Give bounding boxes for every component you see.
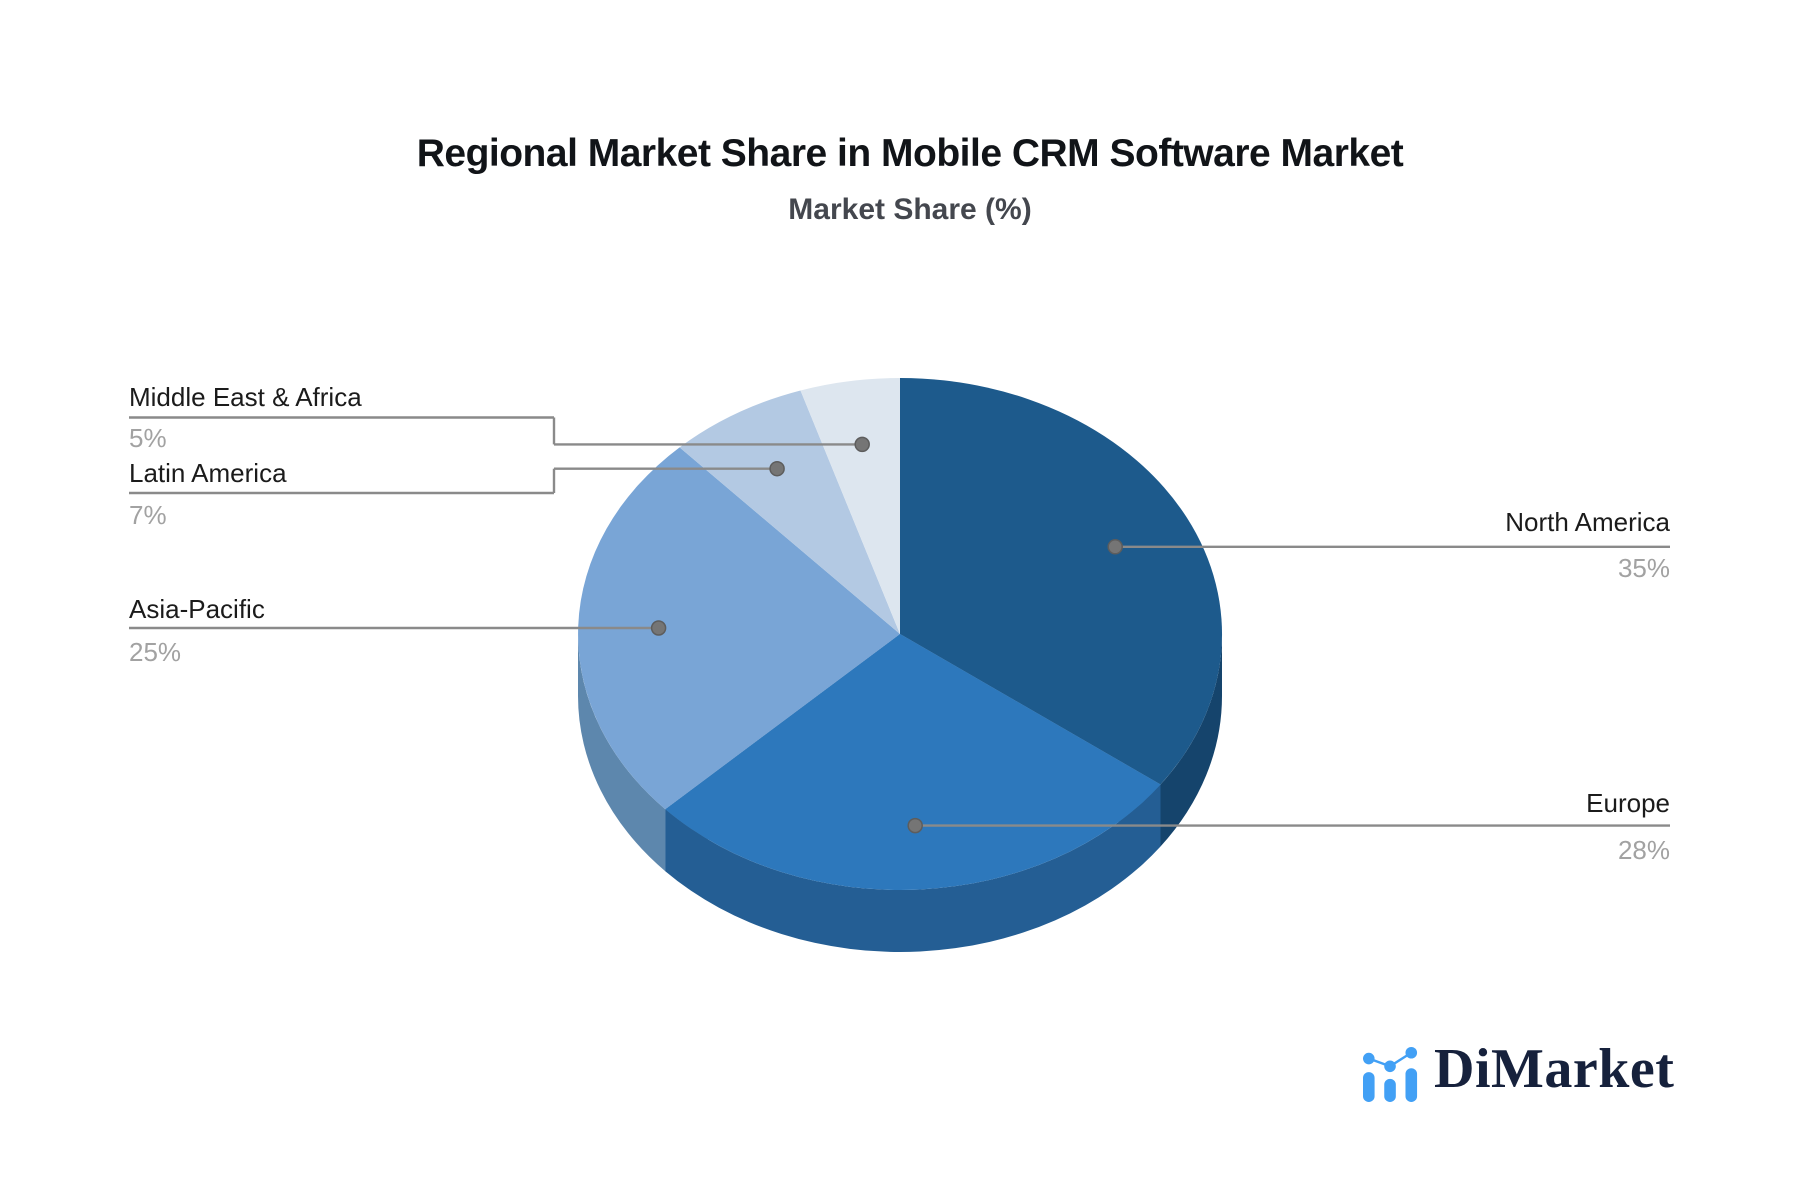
brand-logo-text: DiMarket <box>1434 1038 1675 1100</box>
slice-label-north-america: North America <box>1505 507 1670 537</box>
slice-value-europe: 28% <box>1617 835 1670 865</box>
chart-title: Regional Market Share in Mobile CRM Soft… <box>416 132 1404 175</box>
slice-value-north-america: 35% <box>1617 553 1670 583</box>
brand-logo: DiMarket <box>1362 1040 1674 1104</box>
slice-value-middle-east-africa: 5% <box>129 423 167 453</box>
bar-chart-trend-icon <box>1363 1046 1418 1102</box>
slice-label-europe: Europe <box>1586 788 1670 818</box>
slice-value-asia-pacific: 25% <box>129 637 182 667</box>
slice-value-latin-america: 7% <box>129 500 167 530</box>
slice-label-asia-pacific: Asia-Pacific <box>129 594 265 624</box>
slice-label-middle-east-africa: Middle East & Africa <box>129 382 362 412</box>
slice-label-latin-america: Latin America <box>129 458 287 488</box>
chart-subtitle: Market Share (%) <box>788 193 1032 226</box>
